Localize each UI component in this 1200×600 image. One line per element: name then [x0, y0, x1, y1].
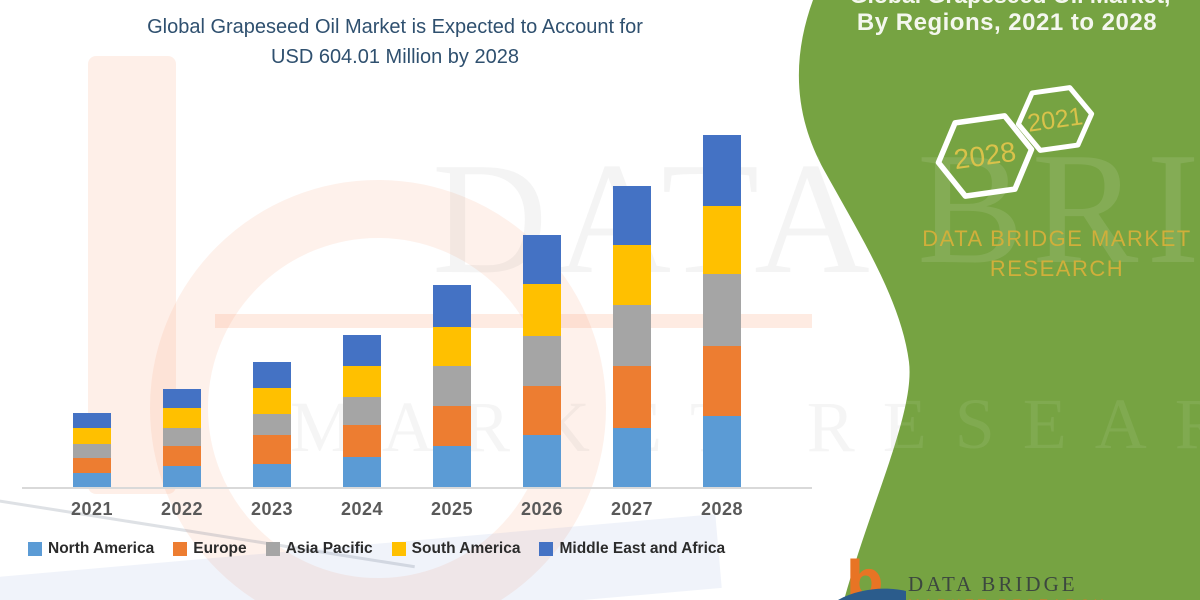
panel-brand-line2: RESEARCH — [990, 256, 1124, 281]
bar-segment-asia-pacific-2022 — [163, 428, 201, 447]
bar-segment-middle-east-and-africa-2026 — [523, 235, 561, 285]
bar-segment-europe-2025 — [433, 405, 471, 447]
hexagon-2021-outline — [1015, 85, 1095, 153]
chart-title-line2: USD 604.01 Million by 2028 — [271, 46, 519, 68]
legend-label: Asia Pacific — [285, 540, 373, 557]
x-axis-label-2024: 2024 — [340, 499, 384, 519]
bar-segment-middle-east-and-africa-2023 — [253, 361, 291, 388]
panel-ghost-watermark: DATA BRIDGE MARKET RESEARCH — [290, 119, 1200, 464]
legend-label: Europe — [193, 540, 247, 557]
bar-segment-europe-2028 — [703, 345, 741, 416]
bar-segment-europe-2021 — [73, 457, 111, 473]
x-axis-label-2021: 2021 — [70, 499, 114, 519]
bar-segment-south-america-2021 — [73, 428, 111, 444]
bar-segment-middle-east-and-africa-2024 — [343, 335, 381, 367]
bar-segment-south-america-2024 — [343, 366, 381, 398]
bar-segment-middle-east-and-africa-2022 — [163, 388, 201, 409]
chart-legend: North America Europe Asia Pacific South Ame… — [28, 540, 725, 558]
bar-segment-asia-pacific-2023 — [253, 414, 291, 436]
legend-item-asia-pacific: Asia Pacific — [265, 540, 373, 558]
bar-segment-south-america-2025 — [433, 326, 471, 366]
legend-item-europe: Europe — [173, 540, 247, 558]
legend-swatch-icon — [173, 542, 188, 556]
x-axis-line — [22, 487, 812, 489]
legend-label: North America — [48, 540, 155, 557]
bar-segment-europe-2022 — [163, 446, 201, 467]
panel-heading-cropped: Global Grapeseed Oil Market, — [850, 0, 1171, 8]
panel-brand-line1: DATA BRIDGE MARKET — [922, 226, 1191, 251]
bar-segment-south-america-2028 — [703, 205, 741, 275]
legend-swatch-icon — [28, 542, 42, 556]
legend-swatch-icon — [265, 542, 280, 556]
bar-segment-asia-pacific-2028 — [703, 274, 741, 346]
chart-title-line1: Global Grapeseed Oil Market is Expected … — [147, 16, 643, 38]
bar-segment-north-america-2021 — [73, 473, 111, 487]
bar-segment-north-america-2026 — [523, 435, 561, 487]
x-axis-label-2022: 2022 — [160, 499, 204, 519]
legend-item-south-america: South America — [391, 540, 521, 558]
x-axis-label-2025: 2025 — [430, 499, 474, 519]
bar-segment-asia-pacific-2025 — [433, 365, 471, 406]
legend-label: South America — [411, 540, 521, 557]
bar-segment-north-america-2025 — [433, 446, 471, 487]
bar-segment-south-america-2027 — [613, 245, 651, 306]
footer-logo-swoosh-icon — [838, 588, 906, 600]
x-axis-label-2026: 2026 — [520, 499, 564, 519]
bar-segment-middle-east-and-africa-2027 — [613, 186, 651, 246]
bar-segment-europe-2026 — [523, 386, 561, 436]
bar-segment-europe-2024 — [343, 425, 381, 458]
chart-title: Global Grapeseed Oil Market is Expected … — [0, 12, 790, 72]
x-axis-label-2028: 2028 — [700, 499, 744, 519]
legend-item-north-america: North America — [28, 540, 154, 558]
x-axis-label-2023: 2023 — [250, 499, 294, 519]
side-panel-shape — [798, 0, 1200, 600]
bar-segment-asia-pacific-2026 — [523, 336, 561, 387]
bar-segment-north-america-2027 — [613, 428, 651, 487]
x-axis-label-2027: 2027 — [610, 499, 654, 519]
bar-segment-north-america-2028 — [703, 415, 741, 487]
bar-segment-europe-2023 — [253, 435, 291, 465]
bar-segment-north-america-2024 — [343, 457, 381, 487]
footer-logo: b DATA BRIDGE MARKET RESEARCH — [838, 551, 1108, 600]
footer-logo-wordmark: DATA BRIDGE — [908, 572, 1078, 596]
legend-label: Middle East and Africa — [559, 540, 726, 557]
bar-segment-north-america-2023 — [253, 464, 291, 487]
bar-segment-asia-pacific-2021 — [73, 443, 111, 458]
panel-ghost-line2: MARKET RESEARCH — [290, 384, 1200, 464]
bar-segment-north-america-2022 — [163, 466, 201, 487]
bar-segment-middle-east-and-africa-2021 — [73, 412, 111, 429]
bar-segment-south-america-2026 — [523, 284, 561, 337]
panel-heading: By Regions, 2021 to 2028 — [857, 9, 1157, 36]
bar-segment-europe-2027 — [613, 366, 651, 429]
bar-segment-asia-pacific-2027 — [613, 305, 651, 367]
bar-segment-middle-east-and-africa-2028 — [703, 135, 741, 206]
bar-segment-asia-pacific-2024 — [343, 397, 381, 426]
bar-segment-middle-east-and-africa-2025 — [433, 284, 471, 327]
bar-segment-south-america-2022 — [163, 408, 201, 429]
legend-swatch-icon — [391, 542, 406, 556]
footer-logo-subtext-cropped: MARKET RESEARCH — [908, 596, 1108, 600]
hexagon-2028-outline — [935, 113, 1035, 199]
bar-segment-south-america-2023 — [253, 387, 291, 415]
legend-swatch-icon — [539, 542, 554, 556]
legend-item-middle-east-and-africa: Middle East and Africa — [539, 540, 725, 558]
